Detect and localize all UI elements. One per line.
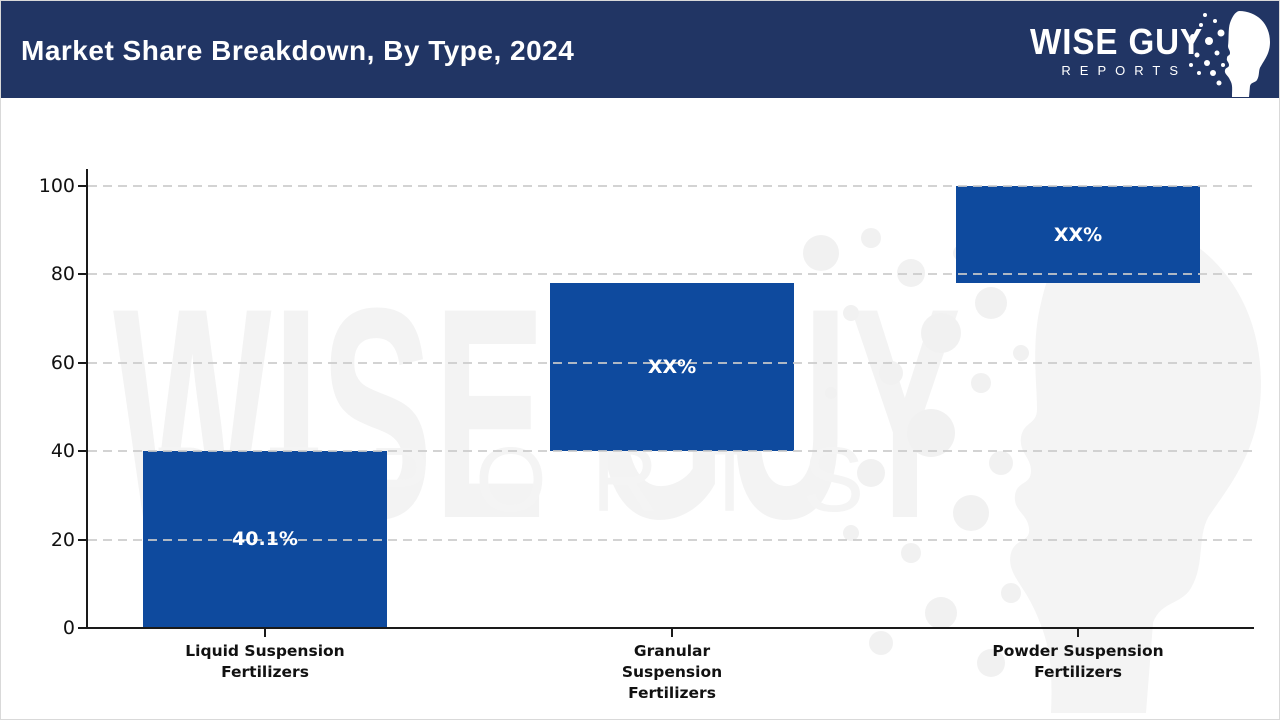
y-tick-mark <box>78 538 86 541</box>
category-label-line: Liquid Suspension <box>185 642 345 660</box>
y-tick-mark <box>78 361 86 364</box>
y-tick-label: 0 <box>62 617 75 639</box>
category-label-line: Powder Suspension <box>992 642 1164 660</box>
bar <box>956 186 1200 284</box>
x-tick-mark <box>264 629 266 637</box>
category-label-line: Granular <box>633 642 711 660</box>
logo-face-icon <box>1189 11 1270 97</box>
category-label-line: Fertilizers <box>1034 663 1122 681</box>
watermark-dots-face-art <box>803 213 1261 713</box>
category-label: Powder Suspension Fertilizers <box>913 641 1243 683</box>
gridline <box>88 273 1254 276</box>
y-tick-mark <box>78 627 86 629</box>
bar-value-label: XX% <box>647 356 697 379</box>
chart-title: Market Share Breakdown, By Type, 2024 <box>21 35 575 66</box>
bar <box>550 283 794 452</box>
bar-value-label: XX% <box>1053 223 1103 246</box>
header-banner: Market Share Breakdown, By Type, 2024 WI… <box>1 1 1279 98</box>
gridline <box>88 450 1254 453</box>
x-tick-mark <box>1077 629 1079 637</box>
logo-reports-text: REPORTS <box>1061 63 1187 78</box>
category-label: Liquid Suspension Fertilizers <box>100 641 430 683</box>
y-tick-label: 20 <box>50 528 75 551</box>
logo-wordmark: WISE GUY <box>1030 21 1203 62</box>
bar-value-label: 40.1% <box>232 528 298 551</box>
gridline <box>88 538 1254 541</box>
gridline <box>88 185 1254 187</box>
y-tick-label: 60 <box>50 351 75 374</box>
y-axis-line <box>86 169 88 629</box>
category-label-line: Fertilizers <box>628 684 716 702</box>
category-label: Granular Suspension Fertilizers <box>507 641 837 704</box>
y-tick-label: 100 <box>38 175 75 197</box>
category-label-line: Fertilizers <box>221 663 309 681</box>
gridline <box>88 361 1254 364</box>
y-tick-label: 40 <box>50 440 75 463</box>
category-label-line: Suspension <box>621 663 723 681</box>
x-axis-line <box>86 627 1254 629</box>
y-tick-mark <box>78 185 86 187</box>
wise-guy-reports-logo: WISE GUY REPORTS <box>1001 5 1271 97</box>
y-tick-mark <box>78 273 86 276</box>
y-tick-label: 80 <box>50 263 75 286</box>
y-tick-mark <box>78 450 86 453</box>
x-tick-mark <box>671 629 673 637</box>
